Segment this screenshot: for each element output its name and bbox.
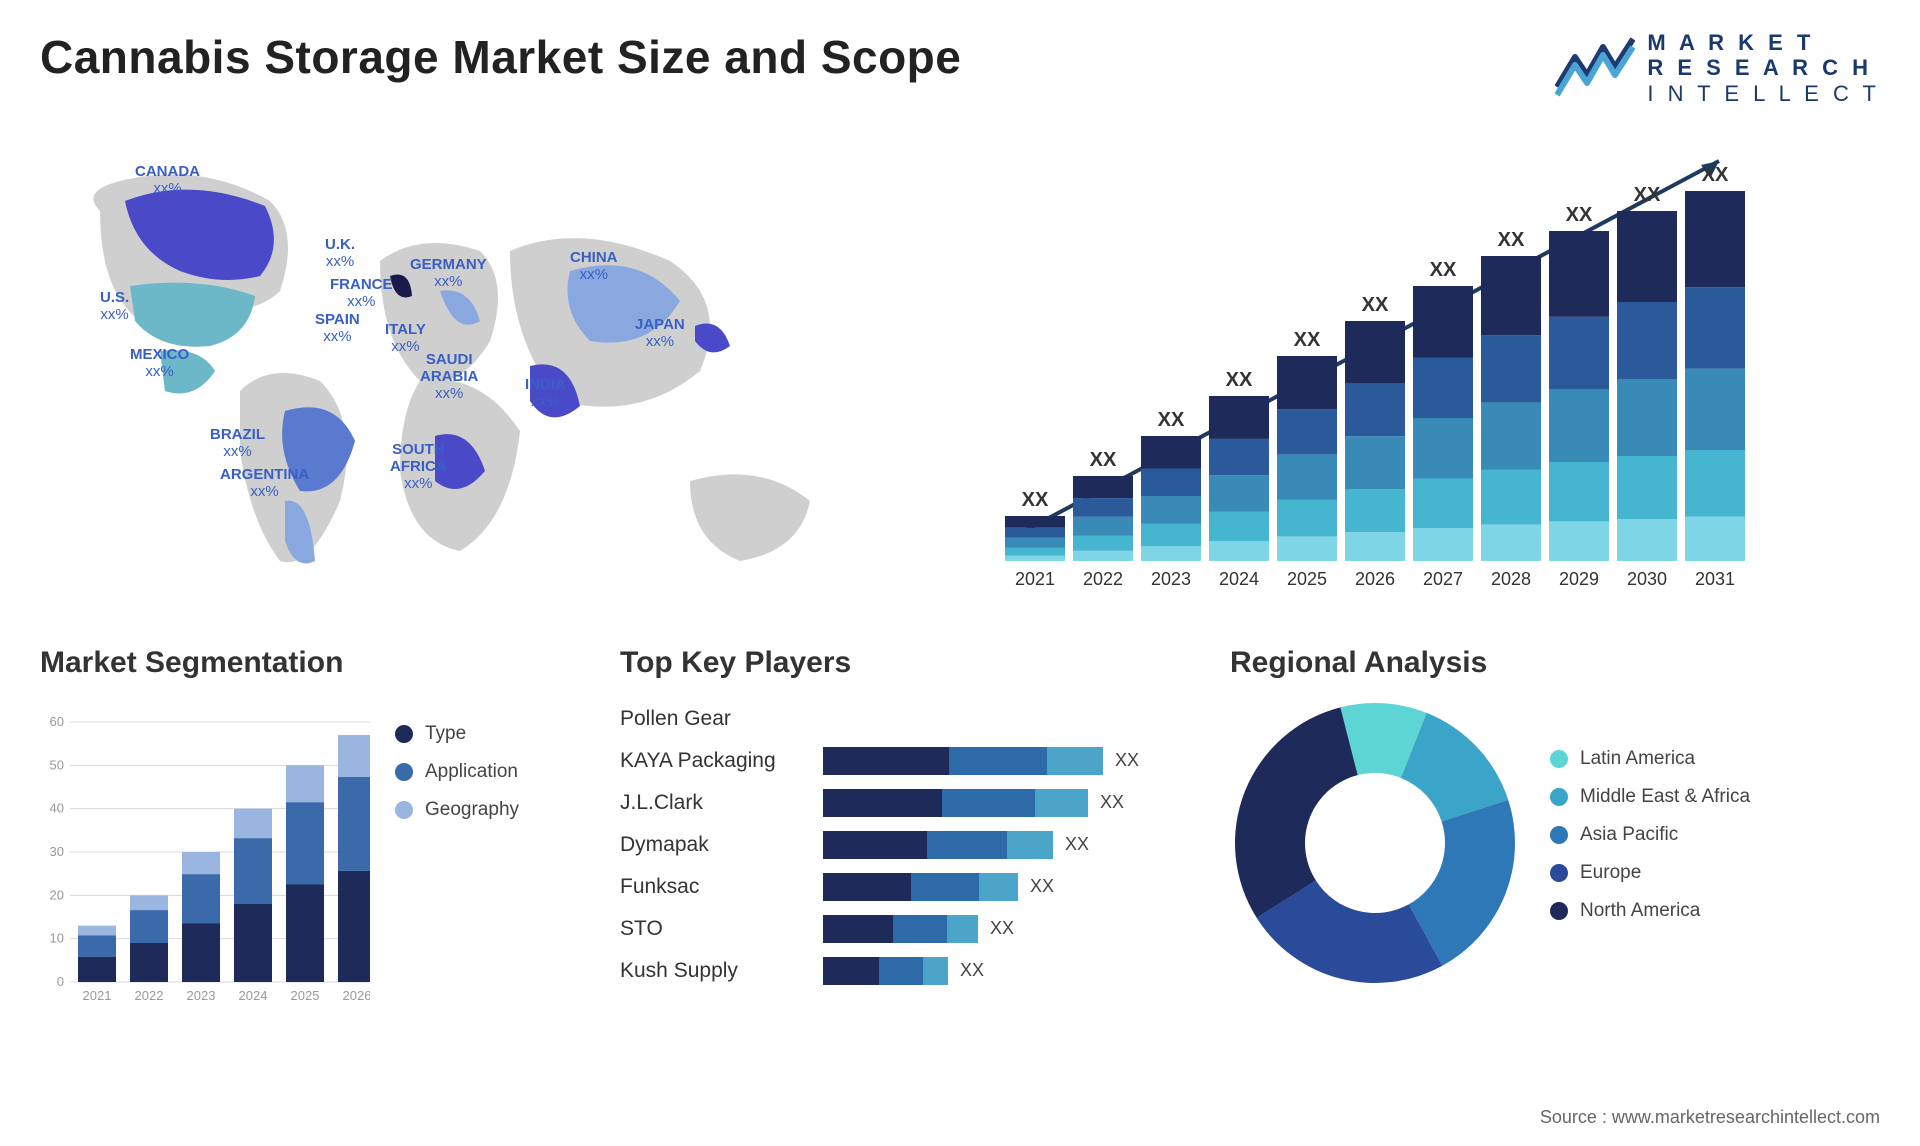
svg-text:XX: XX [1158, 409, 1185, 431]
legend-item: Latin America [1550, 748, 1880, 770]
svg-text:60: 60 [50, 714, 64, 729]
map-label: FRANCExx% [330, 276, 393, 311]
svg-text:XX: XX [1294, 329, 1321, 351]
logo-line2: R E S E A R C H [1647, 55, 1880, 80]
svg-text:2023: 2023 [1151, 569, 1191, 589]
map-label: BRAZILxx% [210, 426, 265, 461]
svg-text:2021: 2021 [83, 988, 112, 1003]
svg-text:XX: XX [1362, 294, 1389, 316]
players-bars: XXXXXXXXXXXX [823, 698, 1200, 992]
map-label: CANADAxx% [135, 163, 200, 198]
svg-text:2031: 2031 [1695, 569, 1735, 589]
page-title: Cannabis Storage Market Size and Scope [40, 30, 961, 84]
svg-text:2021: 2021 [1015, 569, 1055, 589]
map-label: SAUDIARABIAxx% [420, 351, 478, 403]
svg-text:2024: 2024 [239, 988, 268, 1003]
svg-text:XX: XX [1090, 449, 1117, 471]
svg-text:40: 40 [50, 801, 64, 816]
player-label: KAYA Packaging [620, 740, 805, 782]
svg-text:0: 0 [57, 974, 64, 989]
map-label: SPAINxx% [315, 311, 360, 346]
player-label: Kush Supply [620, 950, 805, 992]
svg-text:XX: XX [1702, 164, 1729, 186]
segmentation-bar-chart: 0 10 20 30 40 50 60 2021 2022 2023 2024 2025 2026 [40, 698, 370, 1026]
growth-chart-panel: XX 2021 XX 2022 XX 2023 XX 2024 XX 2025 XX 2026 XX 20… [970, 131, 1880, 611]
segmentation-panel: Market Segmentation 0 10 20 30 40 50 60 2021 202… [40, 646, 590, 1026]
svg-text:2027: 2027 [1423, 569, 1463, 589]
svg-text:2024: 2024 [1219, 569, 1259, 589]
source-attribution: Source : www.marketresearchintellect.com [1540, 1107, 1880, 1128]
legend-item: Application [395, 761, 590, 783]
map-label: SOUTHAFRICAxx% [390, 441, 447, 493]
map-label: MEXICOxx% [130, 346, 189, 381]
player-label: Funksac [620, 866, 805, 908]
map-label: U.K.xx% [325, 236, 355, 271]
svg-text:2025: 2025 [1287, 569, 1327, 589]
player-label: STO [620, 908, 805, 950]
legend-item: Middle East & Africa [1550, 786, 1880, 808]
svg-text:2022: 2022 [135, 988, 164, 1003]
legend-item: Type [395, 723, 590, 745]
svg-text:2026: 2026 [343, 988, 370, 1003]
svg-text:2030: 2030 [1627, 569, 1667, 589]
player-label: Dymapak [620, 824, 805, 866]
svg-text:2026: 2026 [1355, 569, 1395, 589]
svg-text:10: 10 [50, 931, 64, 946]
legend-item: Geography [395, 799, 590, 821]
player-label: Pollen Gear [620, 698, 805, 740]
svg-text:XX: XX [1498, 229, 1525, 251]
regional-panel: Regional Analysis Latin America Middle Ea… [1230, 646, 1880, 1026]
svg-text:2028: 2028 [1491, 569, 1531, 589]
map-label: INDIAxx% [525, 376, 566, 411]
player-bar-row: XX [823, 950, 1200, 992]
players-title: Top Key Players [620, 646, 1200, 680]
svg-text:20: 20 [50, 887, 64, 902]
svg-text:XX: XX [1226, 369, 1253, 391]
logo-line3: I N T E L L E C T [1647, 81, 1880, 106]
svg-text:2029: 2029 [1559, 569, 1599, 589]
legend-item: North America [1550, 900, 1880, 922]
legend-item: Asia Pacific [1550, 824, 1880, 846]
player-bar-row: XX [823, 908, 1200, 950]
svg-text:XX: XX [1566, 204, 1593, 226]
brand-logo: M A R K E T R E S E A R C H I N T E L L … [1555, 30, 1880, 106]
svg-text:2022: 2022 [1083, 569, 1123, 589]
growth-bar-chart: XX 2021 XX 2022 XX 2023 XX 2024 XX 2025 XX 2026 XX 20… [970, 131, 1880, 611]
svg-text:XX: XX [1430, 259, 1457, 281]
map-label: ARGENTINAxx% [220, 466, 309, 501]
svg-text:2023: 2023 [187, 988, 216, 1003]
player-bar-row: XX [823, 782, 1200, 824]
svg-text:2025: 2025 [291, 988, 320, 1003]
player-bar-row: XX [823, 866, 1200, 908]
map-label: U.S.xx% [100, 289, 129, 324]
logo-icon [1555, 37, 1635, 99]
svg-text:XX: XX [1634, 184, 1661, 206]
regional-donut-chart [1230, 698, 1520, 988]
map-label: JAPANxx% [635, 316, 685, 351]
logo-line1: M A R K E T [1647, 30, 1880, 55]
segmentation-legend: Type Application Geography [395, 698, 590, 1026]
svg-text:50: 50 [50, 757, 64, 772]
player-label: J.L.Clark [620, 782, 805, 824]
world-map-panel: CANADAxx% U.S.xx%MEXICOxx% BRAZILxx% ARGENT… [40, 131, 910, 611]
legend-item: Europe [1550, 862, 1880, 884]
key-players-panel: Top Key Players Pollen GearKAYA Packagin… [620, 646, 1200, 1026]
player-bar-row: XX [823, 740, 1200, 782]
regional-title: Regional Analysis [1230, 646, 1880, 680]
map-label: GERMANYxx% [410, 256, 487, 291]
player-bar-row: XX [823, 824, 1200, 866]
svg-text:30: 30 [50, 844, 64, 859]
regional-legend: Latin America Middle East & Africa Asia Pa… [1550, 748, 1880, 938]
map-label: CHINAxx% [570, 249, 618, 284]
players-labels: Pollen GearKAYA PackagingJ.L.ClarkDymapa… [620, 698, 805, 992]
segmentation-title: Market Segmentation [40, 646, 590, 680]
svg-text:XX: XX [1022, 489, 1049, 511]
player-bar-row [823, 698, 1200, 740]
